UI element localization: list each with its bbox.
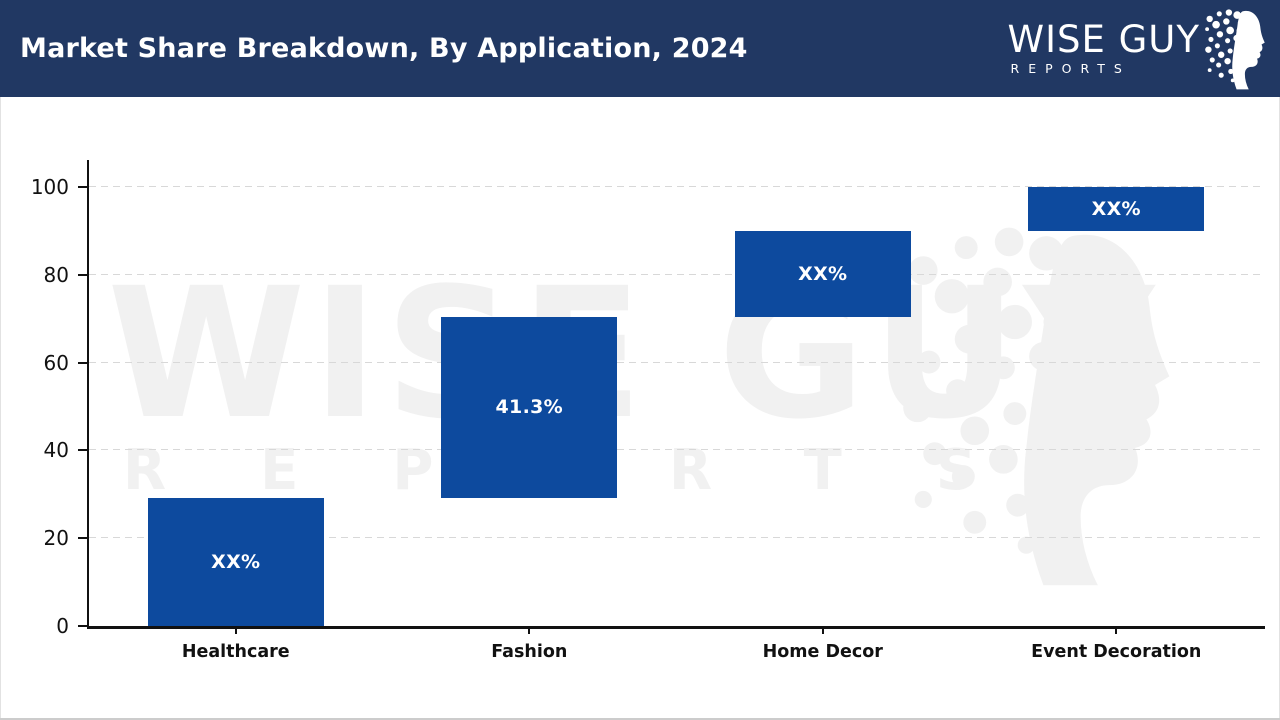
- y-axis-tick-label: 80: [43, 262, 69, 287]
- gridline-100: [89, 186, 1263, 188]
- y-axis-tick-label: 40: [43, 438, 69, 463]
- bottom-border: [0, 718, 1280, 720]
- y-axis-tick-label: 0: [56, 614, 69, 638]
- logo-subtitle: REPORTS: [1010, 61, 1131, 76]
- page-title: Market Share Breakdown, By Application, …: [20, 33, 748, 64]
- gridline-80: [89, 273, 1263, 275]
- plot-area: 0 20 40 60 80 100 XX% Healthcare 41.3% Fashion XX%…: [31, 160, 1265, 662]
- y-tick-20: [78, 537, 87, 540]
- bar-event-decoration: XX%: [1028, 187, 1205, 231]
- x-axis-spine: [87, 626, 1265, 629]
- x-tick-home-decor: [821, 626, 824, 634]
- page-header: Market Share Breakdown, By Application, …: [0, 0, 1280, 97]
- x-axis-label-healthcare: Healthcare: [181, 642, 290, 662]
- y-tick-0: [78, 625, 87, 627]
- x-tick-fashion: [528, 626, 531, 634]
- bar-value-label: XX%: [1091, 197, 1141, 220]
- gridline-60: [89, 361, 1263, 363]
- bar-value-label: XX%: [798, 262, 848, 285]
- gridline-20: [89, 537, 1263, 539]
- wiseguy-logo: WISE GUY REPORTS: [1008, 7, 1280, 91]
- logo-wordmark: WISE GUY: [1007, 18, 1200, 61]
- y-tick-60: [78, 361, 87, 364]
- y-tick-100: [78, 186, 87, 189]
- y-axis-spine: [87, 160, 89, 629]
- y-axis-tick-label: 20: [43, 526, 69, 551]
- bar-fashion: 41.3%: [441, 316, 618, 498]
- y-axis-tick-label: 100: [30, 175, 69, 200]
- wiseguy-face-icon: [1205, 8, 1265, 89]
- chart-region: WISE GUY REPORTS 020406080100XX%Healthca…: [0, 97, 1280, 720]
- wiseguy-logo-text: WISE GUY REPORTS: [1008, 21, 1200, 76]
- x-tick-healthcare: [234, 626, 237, 634]
- x-axis-label-fashion: Fashion: [491, 642, 568, 662]
- bar-healthcare: XX%: [147, 497, 324, 626]
- bar-value-label: 41.3%: [495, 396, 563, 419]
- x-axis-label-home-decor: Home Decor: [762, 642, 883, 662]
- y-tick-80: [78, 273, 87, 276]
- x-axis-label-event-decoration: Event Decoration: [1031, 642, 1202, 662]
- x-tick-event-decoration: [1115, 626, 1118, 634]
- bar-value-label: XX%: [211, 550, 261, 573]
- gridline-40: [89, 449, 1263, 451]
- y-tick-40: [78, 449, 87, 452]
- y-axis-tick-label: 60: [43, 350, 69, 375]
- bar-home-decor: XX%: [734, 230, 911, 317]
